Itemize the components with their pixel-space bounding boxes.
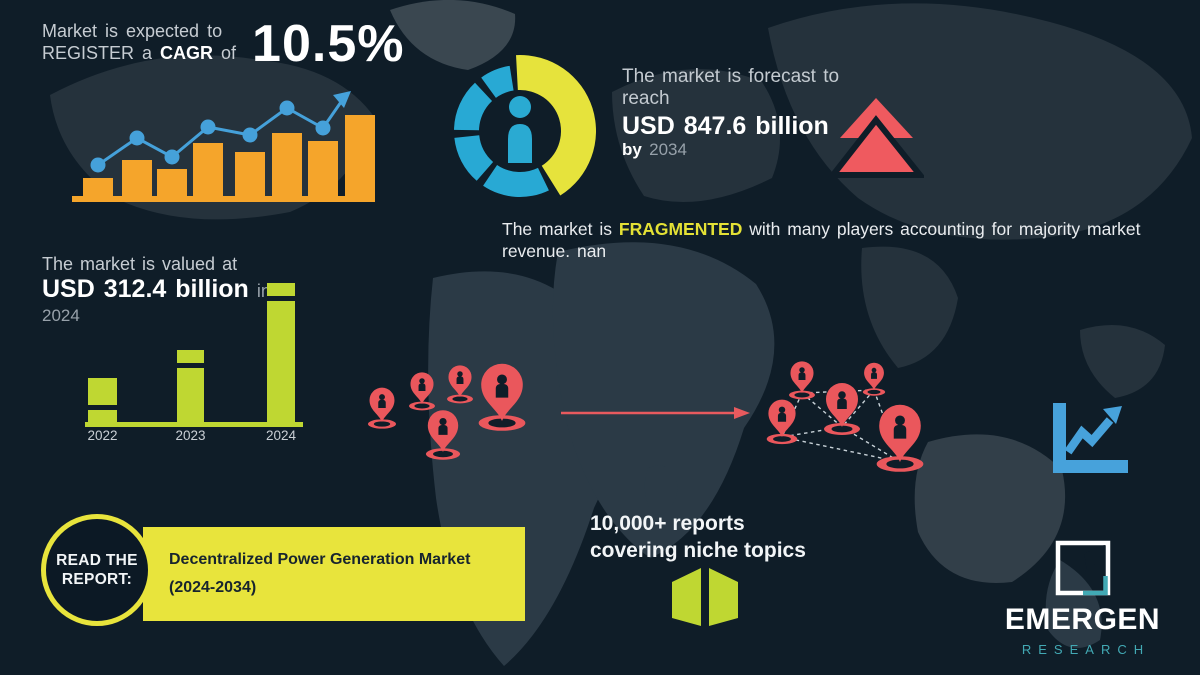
market-share-donut-chart (454, 55, 596, 197)
report-title: Decentralized Power Generation Market (2… (169, 551, 471, 596)
valued-value: USD 312.4 billion (42, 275, 249, 303)
emergen-logo: EMERGEN RESEARCH (990, 540, 1175, 657)
open-book-icon (672, 568, 738, 626)
logo-subtitle: RESEARCH (1021, 642, 1151, 657)
reports-line1: 10,000+ reports (590, 512, 745, 535)
read-report-banner[interactable]: Decentralized Power Generation Market (2… (143, 527, 525, 621)
donut-segments (454, 55, 596, 197)
fragmented-pre: The market is (502, 219, 619, 239)
location-pin-icon (427, 410, 459, 452)
forecast-value: USD 847.6 billion (622, 112, 829, 140)
players-pin-cluster-left (367, 363, 526, 460)
location-pin-icon (448, 365, 472, 397)
svg-text:2024: 2024 (266, 428, 297, 443)
person-icon (508, 96, 532, 163)
location-pin-icon (768, 399, 796, 437)
reports-line2: covering niche topics (590, 539, 806, 562)
fragmented-post: with many players accounting for majorit… (502, 219, 1141, 261)
forecast-line2: reach (622, 88, 670, 109)
valued-year: 2024 (42, 306, 80, 325)
cagr-line1: Market is expected to (42, 21, 223, 41)
players-pin-cluster-network (766, 361, 924, 472)
transition-arrow (561, 407, 750, 419)
location-pin-icon (369, 387, 395, 422)
cagr-line2-post: of (213, 43, 237, 63)
line-chart-icon (1053, 403, 1128, 473)
location-pin-icon (826, 383, 858, 427)
location-pin-icon (481, 363, 523, 421)
location-pin-icon (790, 361, 814, 393)
reports-block: 10,000+ reports covering niche topics (590, 510, 806, 564)
growth-up-arrows-icon (832, 98, 924, 178)
forecast-year: 2034 (649, 140, 687, 159)
fragmented-highlight: FRAGMENTED (618, 219, 743, 239)
fragmented-statement: The market is FRAGMENTED with many playe… (502, 218, 1157, 262)
cagr-headline: Market is expected to REGISTER a CAGR of… (42, 15, 405, 74)
market-value-bar-chart: 2022 2023 2024 (85, 283, 303, 443)
forecast-year-line: by 2034 (622, 139, 839, 161)
forecast-block: The market is forecast to reach USD 847.… (622, 66, 839, 161)
read-report-label: READ THE REPORT: (56, 551, 138, 588)
svg-text:2022: 2022 (87, 428, 117, 443)
cagr-line2-pre: REGISTER a (42, 43, 161, 63)
cagr-trend-bar-chart (72, 91, 375, 202)
location-pin-icon (864, 362, 884, 390)
forecast-line1: The market is forecast to (622, 66, 840, 87)
cagr-value: 10.5% (252, 15, 405, 73)
svg-text:2023: 2023 (175, 428, 205, 443)
logo-square-icon (1055, 540, 1110, 596)
read-report-circle[interactable]: READ THE REPORT: (41, 514, 153, 626)
cagr-headline-text: Market is expected to REGISTER a CAGR of (42, 20, 236, 64)
location-pin-icon (410, 372, 434, 404)
cagr-keyword: CAGR (160, 43, 214, 63)
logo-title: EMERGEN (1004, 603, 1161, 636)
valued-block: The market is valued at USD 312.4 billio… (42, 253, 271, 327)
valued-line1: The market is valued at (42, 254, 238, 274)
forecast-by-word: by (622, 140, 642, 159)
